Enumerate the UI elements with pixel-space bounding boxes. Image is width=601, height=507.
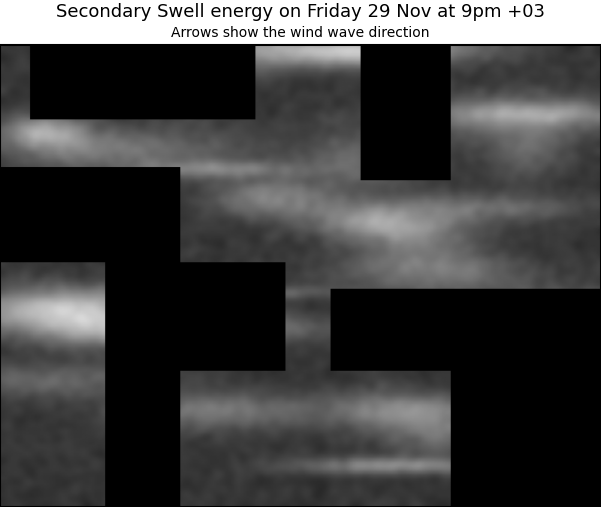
Text: Secondary Swell energy on Friday 29 Nov at 9pm +03: Secondary Swell energy on Friday 29 Nov …	[56, 4, 545, 21]
Text: Arrows show the wind wave direction: Arrows show the wind wave direction	[171, 26, 430, 41]
